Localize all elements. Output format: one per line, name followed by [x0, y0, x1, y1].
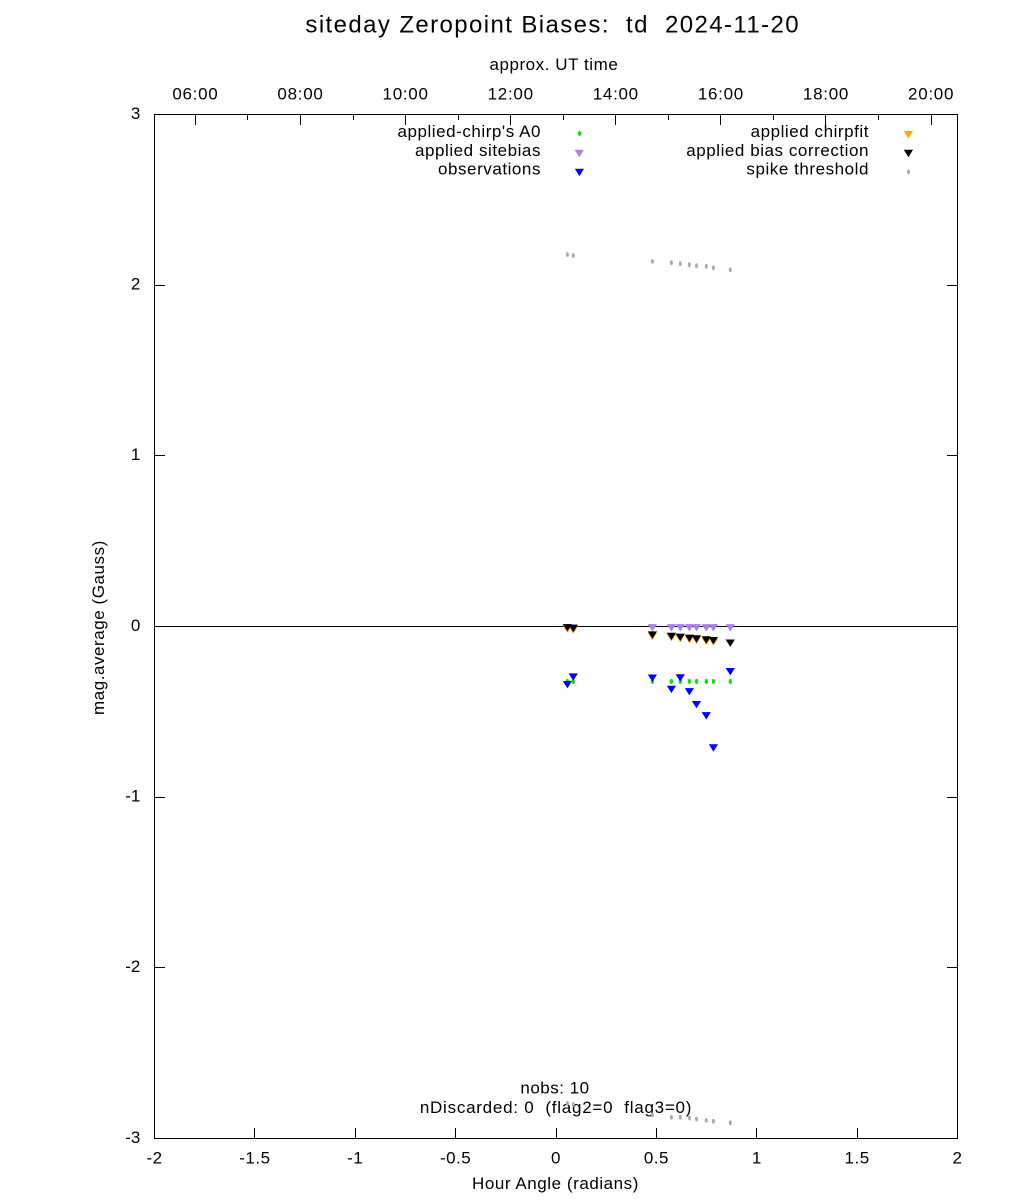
svg-text:16:00: 16:00 — [698, 85, 744, 104]
svg-text:0: 0 — [131, 616, 140, 635]
svg-text:-1: -1 — [125, 787, 140, 806]
svg-text:-1.5: -1.5 — [239, 1148, 270, 1167]
svg-text:14:00: 14:00 — [593, 85, 639, 104]
svg-text:12:00: 12:00 — [488, 85, 534, 104]
svg-text:0.5: 0.5 — [644, 1148, 669, 1167]
svg-text:1: 1 — [131, 445, 140, 464]
svg-text:1.5: 1.5 — [845, 1148, 870, 1167]
svg-text:0: 0 — [551, 1148, 561, 1167]
svg-text:08:00: 08:00 — [277, 85, 323, 104]
svg-text:applied bias correction: applied bias correction — [686, 141, 869, 160]
svg-text:-1: -1 — [347, 1148, 363, 1167]
svg-text:siteday Zeropoint Biases: td: siteday Zeropoint Biases: td 2024-11-20 — [305, 11, 800, 38]
svg-text:Hour Angle (radians): Hour Angle (radians) — [472, 1174, 639, 1193]
svg-text:3: 3 — [131, 104, 140, 123]
svg-text:2: 2 — [131, 275, 140, 294]
svg-text:mag.average (Gauss): mag.average (Gauss) — [89, 540, 108, 715]
svg-text:-0.5: -0.5 — [440, 1148, 471, 1167]
svg-text:-3: -3 — [125, 1128, 140, 1147]
svg-text:06:00: 06:00 — [172, 85, 218, 104]
svg-text:applied-chirp's A0: applied-chirp's A0 — [397, 122, 541, 141]
svg-text:spike threshold: spike threshold — [746, 160, 869, 179]
svg-text:nDiscarded: 0 (flag2=0 flag3: nDiscarded: 0 (flag2=0 flag3=0) — [420, 1098, 692, 1117]
svg-text:18:00: 18:00 — [803, 85, 849, 104]
svg-text:-2: -2 — [125, 957, 140, 976]
svg-text:10:00: 10:00 — [383, 85, 429, 104]
svg-text:2: 2 — [953, 1148, 963, 1167]
svg-text:approx. UT time: approx. UT time — [489, 55, 618, 74]
svg-text:-2: -2 — [146, 1148, 162, 1167]
svg-text:1: 1 — [752, 1148, 762, 1167]
svg-text:nobs: 10: nobs: 10 — [520, 1078, 589, 1097]
svg-text:applied chirpfit: applied chirpfit — [751, 122, 869, 141]
svg-text:20:00: 20:00 — [908, 85, 954, 104]
svg-text:applied sitebias: applied sitebias — [415, 141, 541, 160]
svg-text:observations: observations — [438, 160, 541, 179]
